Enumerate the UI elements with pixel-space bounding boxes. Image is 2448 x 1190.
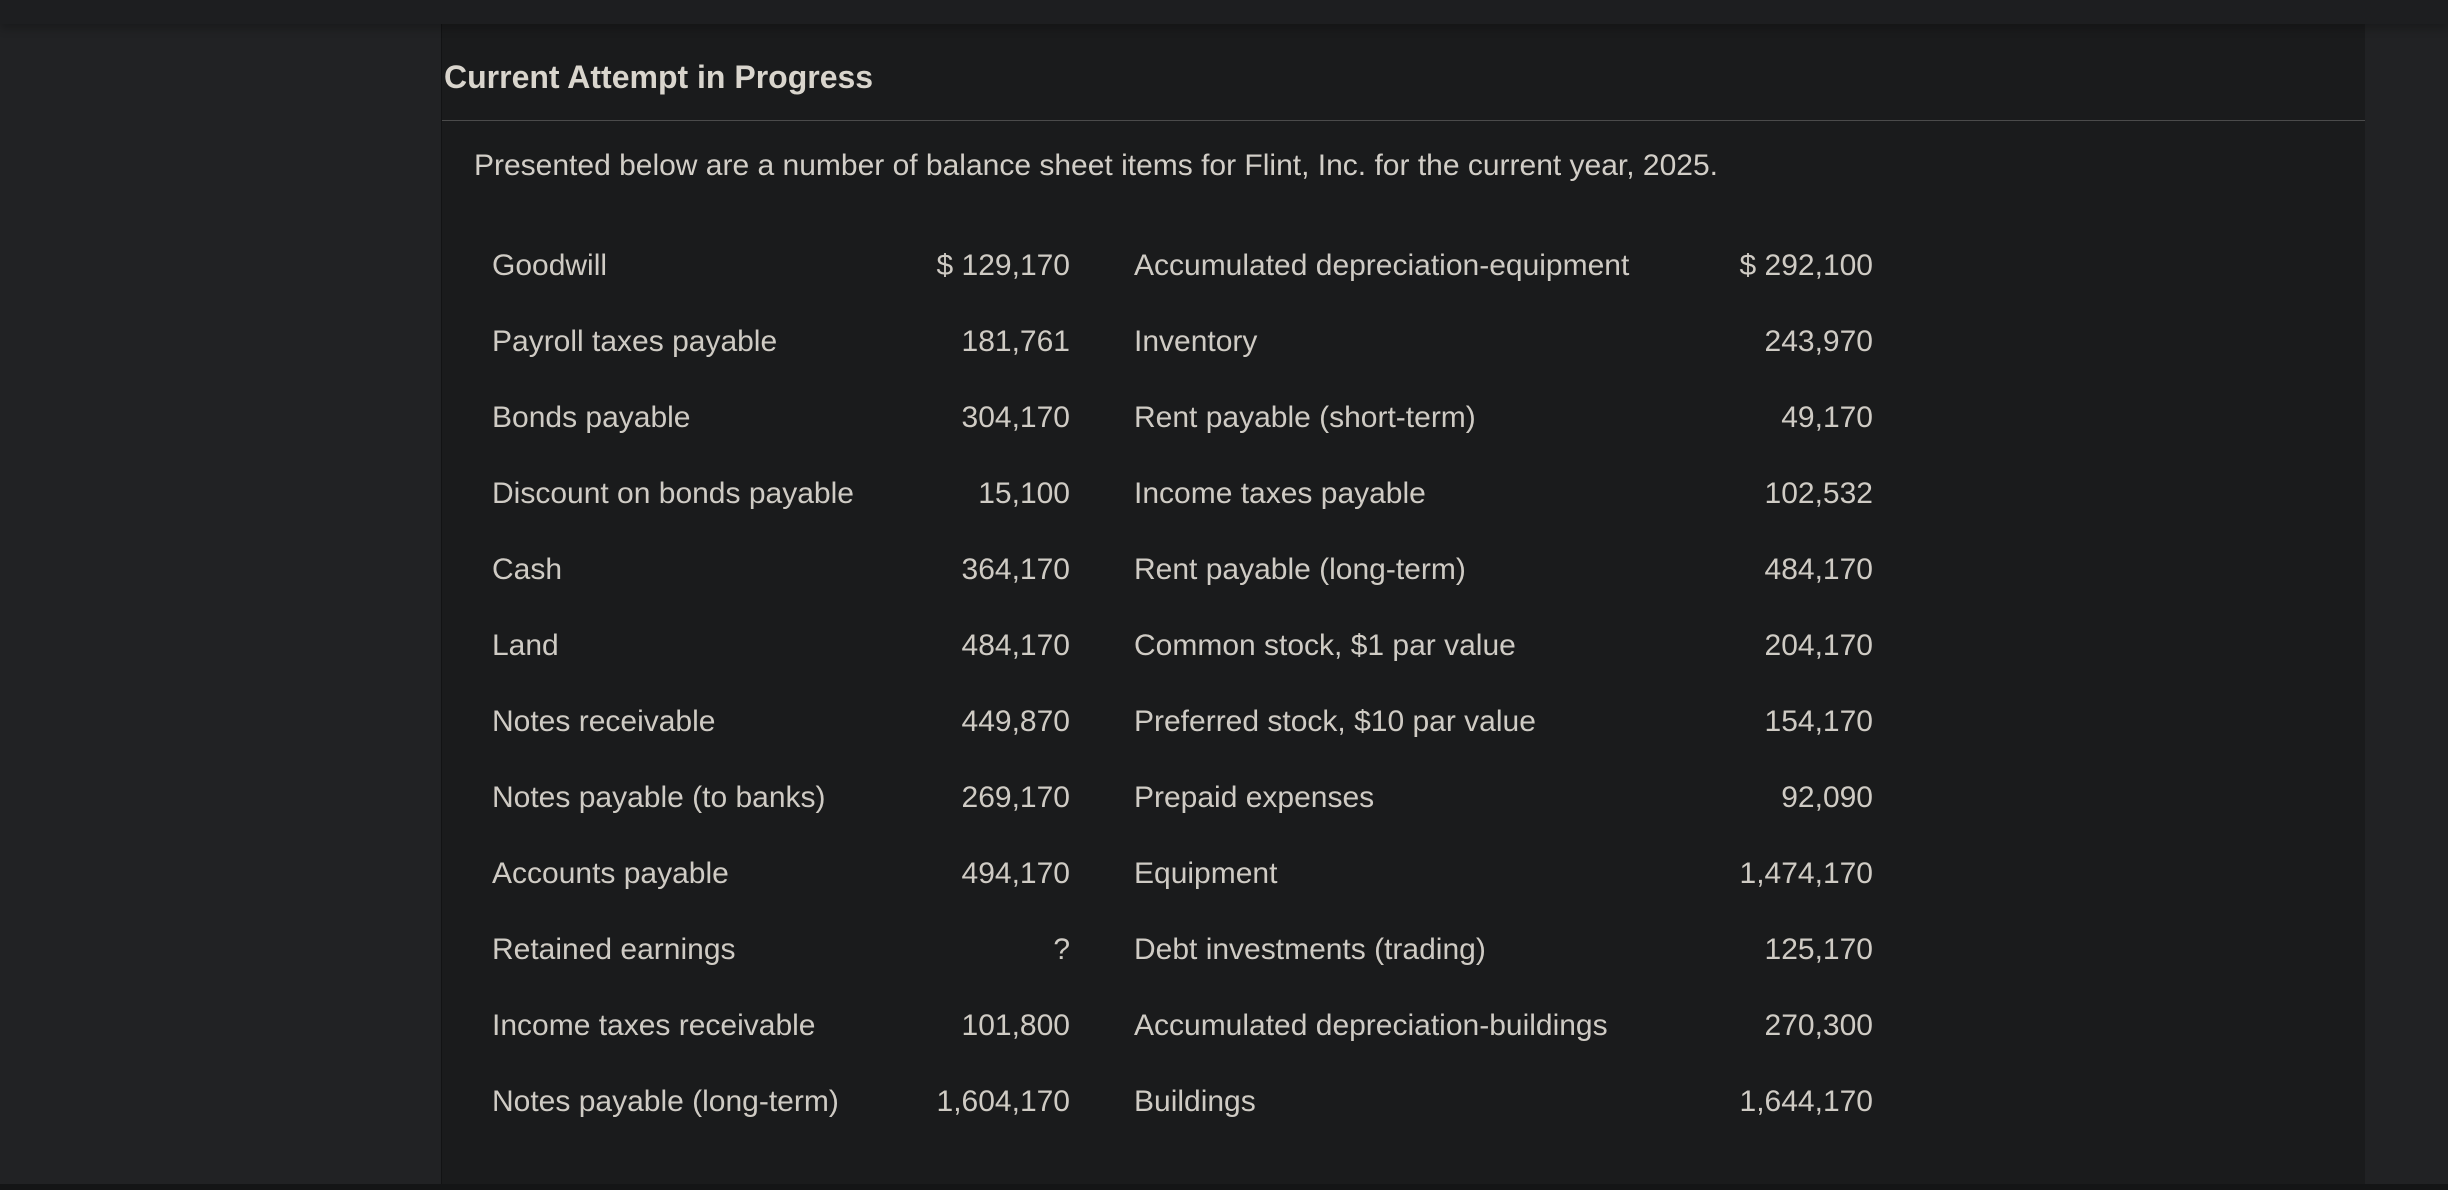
account-label: Inventory [1134, 325, 1258, 358]
account-value: 494,170 [961, 857, 1070, 890]
account-value: 1,474,170 [1739, 857, 1873, 890]
question-panel: Current Attempt in Progress Presented be… [441, 24, 2365, 1190]
account-label: Goodwill [492, 249, 608, 282]
balance-sheet-items-table: Goodwill $ 129,170 Accumulated depreciat… [492, 228, 2365, 1140]
account-label: Income taxes receivable [492, 1009, 816, 1042]
account-value: 243,970 [1764, 325, 1873, 358]
question-intro-text: Presented below are a number of balance … [474, 149, 1719, 182]
attempt-status-heading: Current Attempt in Progress [444, 59, 874, 95]
top-window-bar [0, 0, 2448, 24]
account-label: Payroll taxes payable [492, 325, 778, 358]
account-value: 181,761 [961, 325, 1070, 358]
account-value-unknown: ? [1053, 933, 1070, 966]
account-value: 92,090 [1781, 781, 1873, 814]
heading-divider [442, 120, 2365, 121]
account-label: Notes receivable [492, 705, 716, 738]
account-value: 364,170 [961, 553, 1070, 586]
table-row: Goodwill $ 129,170 Accumulated depreciat… [492, 228, 2365, 304]
account-value: 270,300 [1764, 1009, 1873, 1042]
account-label: Accumulated depreciation-equipment [1134, 249, 1630, 282]
account-value: 49,170 [1781, 401, 1873, 434]
table-row: Land 484,170 Common stock, $1 par value … [492, 608, 2365, 684]
account-value: 1,644,170 [1739, 1085, 1873, 1118]
account-label: Land [492, 629, 559, 662]
account-value: 15,100 [978, 477, 1070, 510]
account-value: 484,170 [961, 629, 1070, 662]
account-label: Notes payable (to banks) [492, 781, 826, 814]
account-label: Income taxes payable [1134, 477, 1426, 510]
account-value: 204,170 [1764, 629, 1873, 662]
table-row: Notes receivable 449,870 Preferred stock… [492, 684, 2365, 760]
account-label: Equipment [1134, 857, 1278, 890]
account-value: 154,170 [1764, 705, 1873, 738]
bottom-window-edge [0, 1184, 2448, 1190]
table-row: Discount on bonds payable 15,100 Income … [492, 456, 2365, 532]
account-value: 101,800 [961, 1009, 1070, 1042]
account-label: Accounts payable [492, 857, 729, 890]
account-value: 102,532 [1764, 477, 1873, 510]
account-label: Bonds payable [492, 401, 691, 434]
table-row: Income taxes receivable 101,800 Accumula… [492, 988, 2365, 1064]
account-value: 125,170 [1764, 933, 1873, 966]
account-label: Rent payable (short-term) [1134, 401, 1476, 434]
account-label: Retained earnings [492, 933, 736, 966]
table-row: Notes payable (to banks) 269,170 Prepaid… [492, 760, 2365, 836]
account-label: Rent payable (long-term) [1134, 553, 1466, 586]
account-value: 1,604,170 [936, 1085, 1070, 1118]
account-label: Common stock, $1 par value [1134, 629, 1516, 662]
account-label: Debt investments (trading) [1134, 933, 1486, 966]
account-value: $ 129,170 [936, 249, 1070, 282]
account-label: Preferred stock, $10 par value [1134, 705, 1536, 738]
account-label: Notes payable (long-term) [492, 1085, 839, 1118]
account-label: Accumulated depreciation-buildings [1134, 1009, 1608, 1042]
account-value: 304,170 [961, 401, 1070, 434]
account-label: Buildings [1134, 1085, 1256, 1118]
table-row: Accounts payable 494,170 Equipment 1,474… [492, 836, 2365, 912]
account-label: Prepaid expenses [1134, 781, 1375, 814]
table-row: Payroll taxes payable 181,761 Inventory … [492, 304, 2365, 380]
account-value: 269,170 [961, 781, 1070, 814]
table-row: Notes payable (long-term) 1,604,170 Buil… [492, 1064, 2365, 1140]
account-value: $ 292,100 [1739, 249, 1873, 282]
table-row: Cash 364,170 Rent payable (long-term) 48… [492, 532, 2365, 608]
account-label: Cash [492, 553, 563, 586]
account-label: Discount on bonds payable [492, 477, 854, 510]
account-value: 449,870 [961, 705, 1070, 738]
account-value: 484,170 [1764, 553, 1873, 586]
table-row: Bonds payable 304,170 Rent payable (shor… [492, 380, 2365, 456]
table-row: Retained earnings ? Debt investments (tr… [492, 912, 2365, 988]
